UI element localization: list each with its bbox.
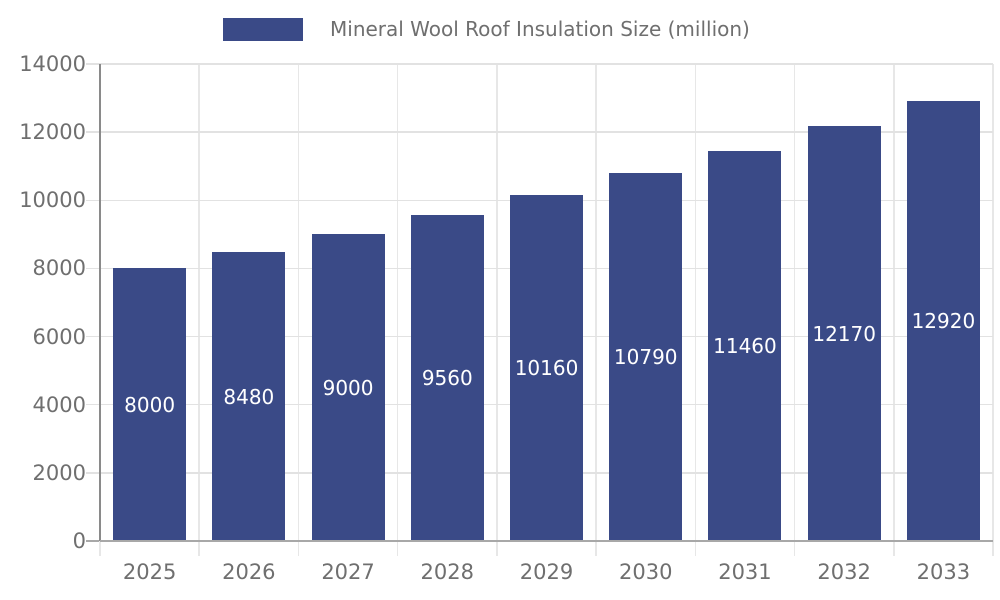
y-axis-tick-label: 12000 xyxy=(19,120,86,145)
bar xyxy=(708,150,782,541)
bar-value-label: 8480 xyxy=(223,384,275,409)
x-axis-tick-label: 2032 xyxy=(817,560,871,584)
bar-value-label: 11460 xyxy=(713,333,777,358)
vertical-gridline xyxy=(198,64,200,556)
y-axis-tick-label: 0 xyxy=(72,529,86,553)
bar-value-label: 12170 xyxy=(812,321,876,346)
x-axis-tick-label: 2025 xyxy=(122,560,177,584)
horizontal-gridline xyxy=(100,131,993,133)
y-axis-tick-label: 8000 xyxy=(32,256,86,281)
x-axis-tick-label: 2029 xyxy=(519,560,574,584)
y-axis-tick-label: 14000 xyxy=(19,52,86,76)
y-axis-tick xyxy=(86,267,100,270)
x-axis-tick-label: 2028 xyxy=(420,560,474,584)
y-axis-tick-label: 2000 xyxy=(32,460,86,485)
legend: Mineral Wool Roof Insulation Size (milli… xyxy=(223,16,750,42)
x-axis-tick-label: 2033 xyxy=(916,560,971,584)
y-axis-tick xyxy=(86,540,100,542)
y-axis-tick xyxy=(86,63,100,65)
vertical-gridline xyxy=(396,64,399,556)
bar xyxy=(906,100,980,541)
legend-label: Mineral Wool Roof Insulation Size (milli… xyxy=(330,17,750,41)
bar-value-label: 10790 xyxy=(613,345,678,370)
vertical-gridline xyxy=(297,64,300,556)
bar xyxy=(410,215,484,541)
bar xyxy=(113,268,187,541)
bar xyxy=(311,234,385,541)
bar xyxy=(609,173,683,541)
vertical-gridline xyxy=(595,64,597,556)
bar-value-label: 8000 xyxy=(124,392,176,417)
bar xyxy=(510,194,583,541)
vertical-gridline xyxy=(893,64,895,556)
bar-value-label: 10160 xyxy=(514,355,579,380)
vertical-gridline xyxy=(496,64,498,556)
y-axis-tick xyxy=(86,131,100,133)
bar xyxy=(807,126,881,541)
x-axis-tick-label: 2031 xyxy=(718,560,772,584)
y-axis-tick xyxy=(86,403,100,406)
vertical-gridline xyxy=(992,64,994,556)
bar xyxy=(212,252,286,541)
bar-value-label: 12920 xyxy=(911,308,976,333)
y-axis-line xyxy=(99,64,101,541)
x-axis-tick-label: 2026 xyxy=(222,560,276,584)
x-axis-tick-label: 2030 xyxy=(618,560,673,584)
y-axis-tick xyxy=(86,472,100,474)
y-axis-tick xyxy=(86,335,100,338)
y-axis-tick xyxy=(86,199,100,202)
bar-value-label: 9000 xyxy=(322,375,374,400)
vertical-gridline xyxy=(793,64,796,556)
vertical-gridline xyxy=(694,64,697,556)
y-axis-tick-label: 10000 xyxy=(19,188,86,213)
bar-value-label: 9560 xyxy=(421,366,473,391)
x-axis-line xyxy=(100,540,993,542)
plot-area: 0 2000 4000 6000 8000 10000 12000 14000 8000 2025… xyxy=(19,52,994,584)
y-axis-tick-label: 6000 xyxy=(32,324,86,349)
x-axis-tick-label: 2027 xyxy=(321,560,375,584)
y-axis-tick-label: 4000 xyxy=(32,392,86,417)
legend-swatch xyxy=(223,17,303,41)
horizontal-gridline xyxy=(100,63,993,65)
